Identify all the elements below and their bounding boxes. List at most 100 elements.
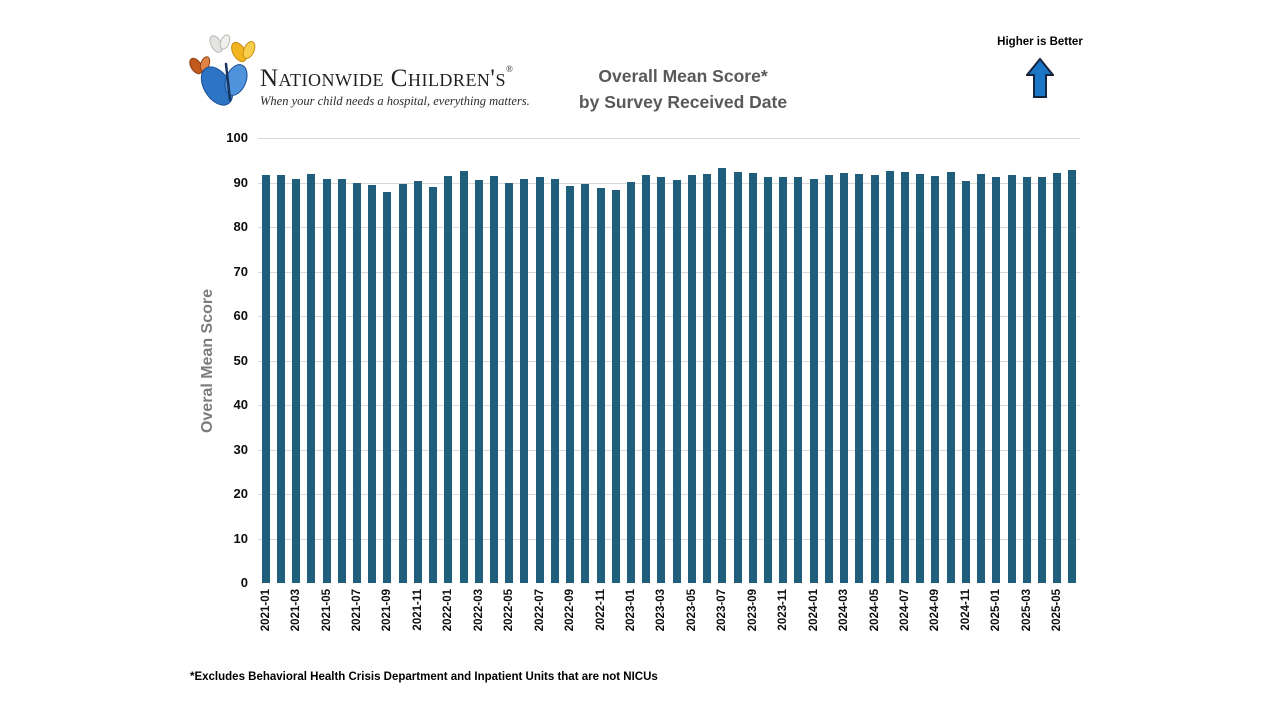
bar-2023-08 (733, 172, 742, 583)
y-tick-label-0: 0 (240, 575, 248, 590)
chart-title-line1: Overall Mean Score* (598, 66, 768, 86)
x-tick-label-2022-01: 2022-01 (442, 589, 455, 632)
x-tick-label-2023-11: 2023-11 (777, 589, 790, 631)
y-tick-label-60: 60 (233, 308, 248, 323)
bar-2023-09 (748, 173, 757, 583)
higher-is-better-label: Higher is Better (997, 36, 1083, 48)
bar-2024-05 (870, 174, 879, 583)
bar-2021-10 (398, 183, 407, 583)
bar-2025-03 (1022, 176, 1031, 583)
x-tick-label-2025-01: 2025-01 (990, 589, 1003, 632)
brand-tagline: When your child needs a hospital, everyt… (260, 94, 530, 108)
y-tick-label-10: 10 (233, 530, 248, 546)
bar-2021-06 (337, 178, 346, 583)
x-tick-label-2022-09: 2022-09 (564, 589, 577, 632)
bar-2022-04 (489, 175, 498, 583)
gridline-60 (258, 316, 1080, 317)
y-tick-label-90: 90 (233, 174, 248, 190)
bar-2022-06 (520, 178, 529, 583)
bar-2022-09 (566, 185, 575, 583)
x-tick-label-2022-03: 2022-03 (472, 589, 485, 632)
bar-2022-03 (474, 179, 483, 583)
x-tick-label-2024-09: 2024-09 (929, 589, 942, 632)
footnote: *Excludes Behavioral Health Crisis Depar… (190, 671, 658, 683)
chart-title-line2: by Survey Received Date (578, 92, 788, 112)
y-tick-label-100: 100 (226, 130, 248, 145)
gridline-20 (258, 494, 1080, 495)
x-tick-label-2024-01: 2024-01 (807, 589, 820, 632)
bar-2024-11 (961, 180, 970, 583)
bar-2024-06 (885, 170, 894, 583)
bar-2024-12 (977, 174, 986, 583)
bar-2024-07 (900, 171, 909, 583)
bar-2022-01 (444, 175, 453, 583)
y-tick-label-40: 40 (233, 397, 248, 412)
bar-2022-07 (535, 176, 544, 583)
higher-is-better-callout: Higher is Better (965, 36, 1115, 103)
bar-2023-03 (657, 176, 666, 583)
x-tick-label-2022-11: 2022-11 (594, 589, 607, 631)
bar-2021-07 (352, 182, 361, 583)
x-tick-label-2021-09: 2021-09 (381, 589, 394, 632)
bar-2023-04 (672, 179, 681, 583)
x-tick-label-2021-07: 2021-07 (350, 589, 363, 632)
y-tick-label-80: 80 (233, 219, 248, 234)
x-tick-label-2024-03: 2024-03 (838, 589, 851, 632)
blue-butterfly-icon (200, 62, 248, 106)
gridline-50 (258, 360, 1080, 362)
gridline-80 (258, 227, 1080, 228)
bar-2021-03 (292, 178, 301, 583)
bar-2024-01 (809, 178, 818, 583)
bar-2024-09 (931, 175, 940, 583)
gridline-40 (258, 405, 1080, 406)
x-tick-label-2025-05: 2025-05 (1051, 589, 1064, 632)
gridline-70 (258, 271, 1080, 273)
bar-2025-01 (992, 176, 1001, 583)
bar-2022-11 (596, 187, 605, 583)
y-tick-label-30: 30 (233, 441, 248, 457)
yellow-butterfly-icon (231, 41, 256, 63)
up-arrow-icon (1024, 57, 1056, 98)
brand-wordmark: Nationwide Children's® (260, 64, 514, 92)
bar-2024-02 (824, 174, 833, 583)
bar-2022-08 (550, 178, 559, 583)
bar-2021-08 (368, 185, 377, 583)
y-tick-label-50: 50 (233, 352, 248, 368)
y-tick-label-20: 20 (233, 486, 248, 501)
bar-2023-02 (642, 174, 651, 583)
x-tick-label-2021-01: 2021-01 (259, 589, 272, 632)
bar-2023-06 (703, 174, 712, 583)
gridline-100 (258, 138, 1080, 139)
bar-2024-08 (916, 174, 925, 583)
gridline-90 (258, 182, 1080, 184)
bar-2025-05 (1053, 173, 1062, 583)
bar-2025-02 (1007, 174, 1016, 583)
bar-2021-05 (322, 179, 331, 583)
bar-2021-04 (307, 174, 316, 583)
x-tick-label-2023-09: 2023-09 (746, 589, 759, 632)
bar-2021-11 (413, 181, 422, 583)
x-tick-label-2022-07: 2022-07 (533, 589, 546, 632)
bar-2022-02 (459, 171, 468, 583)
white-butterfly-icon (209, 34, 231, 53)
bar-2022-10 (581, 184, 590, 583)
bar-2024-10 (946, 172, 955, 583)
x-tick-label-2025-03: 2025-03 (1020, 589, 1033, 632)
bar-2021-02 (276, 174, 285, 583)
bar-2022-12 (611, 190, 620, 583)
gridline-30 (258, 449, 1080, 451)
bar-2023-10 (763, 176, 772, 583)
x-tick-label-2024-11: 2024-11 (959, 589, 972, 631)
x-tick-label-2022-05: 2022-05 (503, 589, 516, 632)
nationwide-childrens-logo: Nationwide Children's® When your child n… (186, 30, 530, 114)
gridline-10 (258, 538, 1080, 540)
x-tick-label-2024-05: 2024-05 (868, 589, 881, 632)
bar-2021-12 (429, 186, 438, 583)
bar-2023-07 (718, 167, 727, 583)
chart-title: Overall Mean Score* by Survey Received D… (458, 63, 908, 115)
bar-2022-05 (505, 183, 514, 583)
bar-2021-09 (383, 192, 392, 583)
bar-2021-01 (261, 175, 270, 583)
x-tick-label-2023-01: 2023-01 (624, 589, 637, 632)
